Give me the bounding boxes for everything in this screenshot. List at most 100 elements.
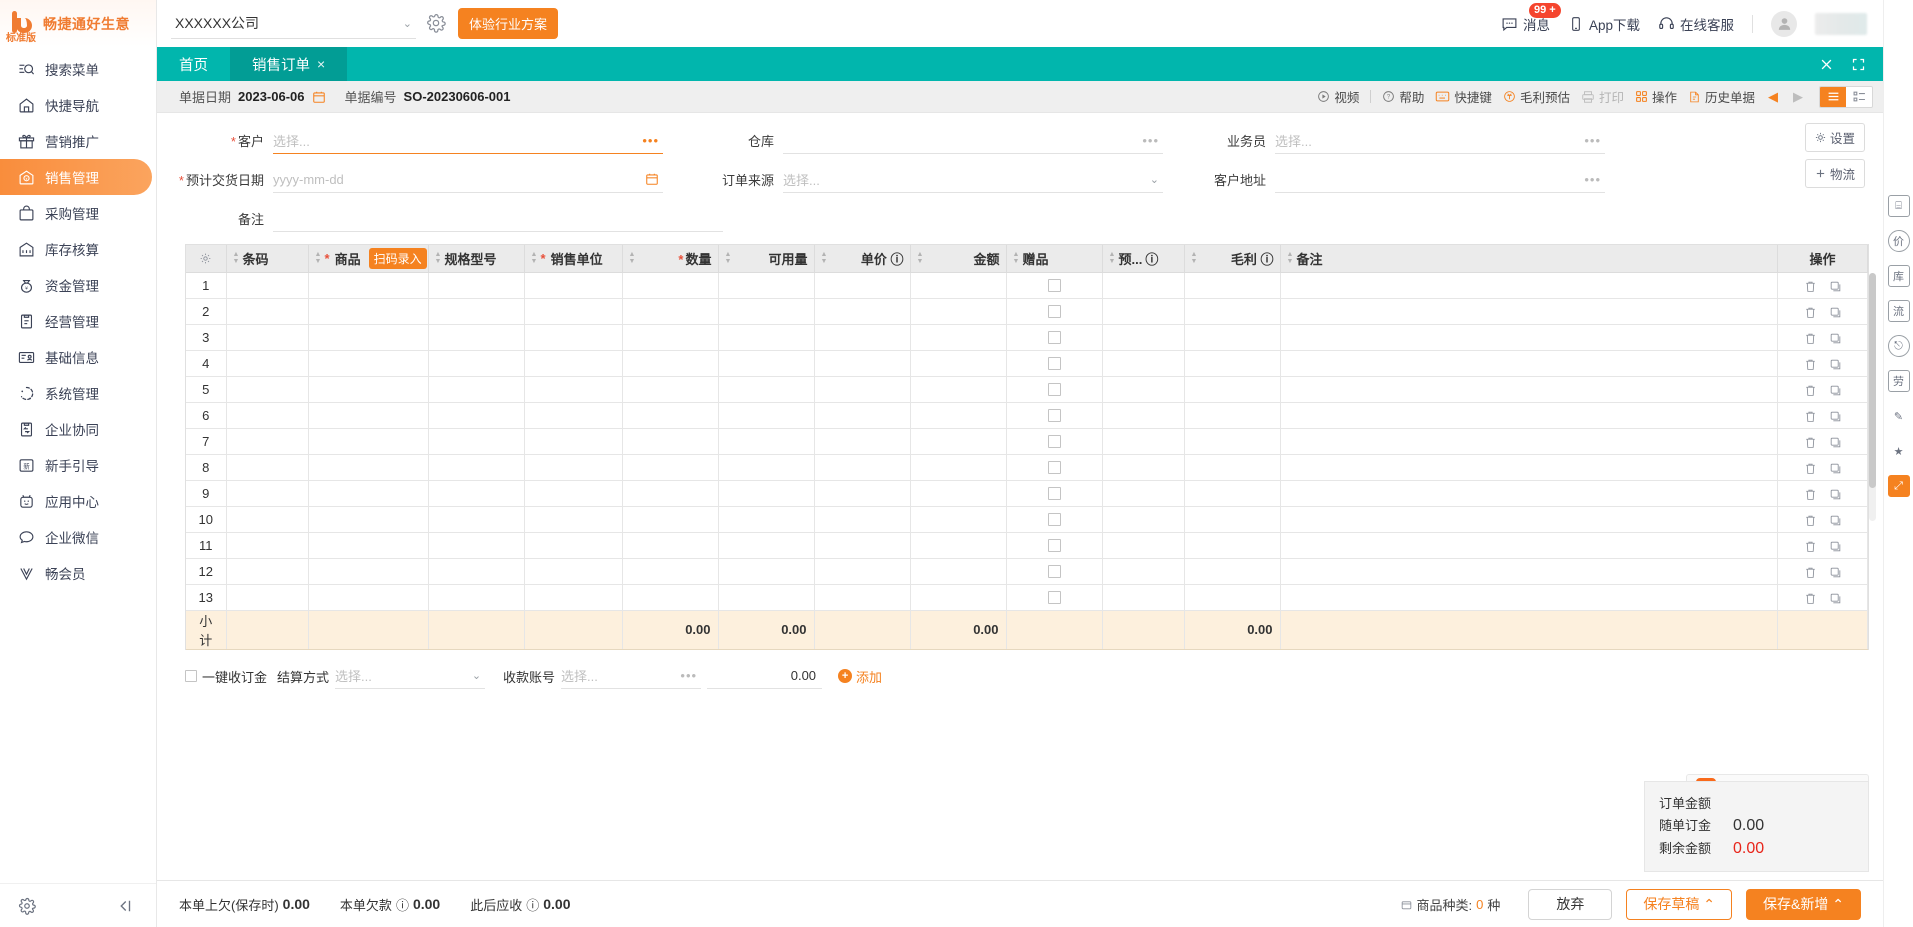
- gift-checkbox[interactable]: [1047, 538, 1061, 552]
- delete-icon[interactable]: [1804, 384, 1817, 397]
- cell-product[interactable]: [308, 350, 429, 377]
- cell-preorder[interactable]: [1102, 298, 1185, 325]
- sidebar-item-funds[interactable]: ¥ 资金管理: [0, 267, 156, 303]
- delete-icon[interactable]: [1804, 540, 1817, 553]
- cell-product[interactable]: [308, 376, 429, 403]
- cell-gift[interactable]: [1006, 584, 1103, 611]
- cell-spec[interactable]: [428, 298, 525, 325]
- cell-remark[interactable]: [1280, 298, 1778, 325]
- sort-icon[interactable]: ▲ ▼: [530, 250, 538, 265]
- copy-row-icon[interactable]: [1829, 592, 1842, 605]
- delete-icon[interactable]: [1804, 514, 1817, 527]
- action-shortcuts[interactable]: 快捷键: [1435, 87, 1492, 106]
- chevron-down-icon[interactable]: ⌄: [1149, 173, 1159, 186]
- cell-spec[interactable]: [428, 558, 525, 585]
- cell-gift[interactable]: [1006, 428, 1103, 455]
- cell-spec[interactable]: [428, 454, 525, 481]
- delete-icon[interactable]: [1804, 306, 1817, 319]
- delete-icon[interactable]: [1804, 358, 1817, 371]
- help-icon[interactable]: ⓘ: [1260, 251, 1274, 267]
- cell-gift[interactable]: [1006, 532, 1103, 559]
- delete-icon[interactable]: [1804, 280, 1817, 293]
- sidebar-item-inventory[interactable]: 库存核算: [0, 231, 156, 267]
- copy-row-icon[interactable]: [1829, 566, 1842, 579]
- copy-row-icon[interactable]: [1829, 410, 1842, 423]
- close-icon[interactable]: [1813, 51, 1839, 77]
- salesperson-input[interactable]: 选择... •••: [1275, 127, 1605, 154]
- cell-spec[interactable]: [428, 584, 525, 611]
- tab-home[interactable]: 首页: [157, 47, 230, 81]
- cell-amount[interactable]: [910, 402, 1007, 429]
- cell-amount[interactable]: [910, 428, 1007, 455]
- col-sales-unit[interactable]: ▲ ▼ * 销售单位: [524, 245, 623, 273]
- sidebar-item-operations[interactable]: 经营管理: [0, 303, 156, 339]
- action-profit-estimate[interactable]: 毛利预估: [1503, 87, 1570, 106]
- cell-price[interactable]: [814, 298, 911, 325]
- avatar[interactable]: [1771, 10, 1797, 37]
- gift-checkbox[interactable]: [1047, 564, 1061, 578]
- table-row[interactable]: 8: [186, 454, 1868, 481]
- warehouse-input[interactable]: •••: [783, 127, 1163, 154]
- cell-amount[interactable]: [910, 272, 1007, 299]
- messages-button[interactable]: 消息 99 +: [1501, 2, 1561, 34]
- delete-icon[interactable]: [1804, 436, 1817, 449]
- gear-icon[interactable]: [426, 13, 448, 35]
- cell-qty[interactable]: [622, 428, 719, 455]
- cell-remark[interactable]: [1280, 506, 1778, 533]
- cell-amount[interactable]: [910, 532, 1007, 559]
- cell-unit[interactable]: [524, 402, 623, 429]
- cell-amount[interactable]: [910, 350, 1007, 377]
- cell-preorder[interactable]: [1102, 558, 1185, 585]
- chevron-down-icon[interactable]: ⌄: [471, 670, 482, 682]
- cell-price[interactable]: [814, 272, 911, 299]
- sort-icon[interactable]: ▲ ▼: [434, 250, 442, 265]
- cell-gift[interactable]: [1006, 376, 1103, 403]
- cell-gift[interactable]: [1006, 506, 1103, 533]
- gift-checkbox[interactable]: [1047, 434, 1061, 448]
- delete-icon[interactable]: [1804, 566, 1817, 579]
- cell-gift[interactable]: [1006, 480, 1103, 507]
- cell-remark[interactable]: [1280, 532, 1778, 559]
- account-select[interactable]: 选择... •••: [561, 664, 702, 689]
- sort-icon[interactable]: ▲ ▼: [916, 250, 924, 265]
- cell-qty[interactable]: [622, 558, 719, 585]
- paper-icon[interactable]: ⌸: [1887, 195, 1910, 217]
- sort-icon[interactable]: ▲ ▼: [820, 250, 828, 265]
- logistics-button[interactable]: 物流: [1804, 159, 1865, 188]
- card-view-icon[interactable]: [1846, 86, 1872, 107]
- remark-input[interactable]: [273, 205, 723, 232]
- cell-remark[interactable]: [1280, 324, 1778, 351]
- calendar-icon[interactable]: [645, 172, 663, 186]
- sort-icon[interactable]: ▲ ▼: [628, 250, 636, 265]
- delete-icon[interactable]: [1804, 488, 1817, 501]
- cell-amount[interactable]: [910, 376, 1007, 403]
- cell-amount[interactable]: [910, 454, 1007, 481]
- cell-gift[interactable]: [1006, 558, 1103, 585]
- close-icon[interactable]: ×: [317, 56, 326, 72]
- sidebar-item-search-menu[interactable]: 搜索菜单: [0, 51, 156, 87]
- customer-address-input[interactable]: •••: [1275, 166, 1605, 193]
- cell-barcode[interactable]: [226, 376, 309, 403]
- cell-preorder[interactable]: [1102, 584, 1185, 611]
- gift-checkbox[interactable]: [1047, 304, 1061, 318]
- sidebar-item-basic-info[interactable]: 基础信息: [0, 339, 156, 375]
- cell-unit[interactable]: [524, 324, 623, 351]
- cell-qty[interactable]: [622, 298, 719, 325]
- cell-price[interactable]: [814, 454, 911, 481]
- cell-unit[interactable]: [524, 584, 623, 611]
- col-barcode[interactable]: ▲ ▼ 条码: [226, 245, 309, 273]
- col-product[interactable]: ▲ ▼ * 商品 扫码录入: [308, 245, 429, 273]
- sort-icon[interactable]: ▲ ▼: [1190, 250, 1198, 265]
- cell-qty[interactable]: [622, 506, 719, 533]
- next-doc-button[interactable]: ▶: [1793, 88, 1803, 104]
- online-service-button[interactable]: 在线客服: [1658, 14, 1734, 34]
- gift-checkbox[interactable]: [1047, 590, 1061, 604]
- cell-gift[interactable]: [1006, 298, 1103, 325]
- cell-product[interactable]: [308, 506, 429, 533]
- sidebar-item-purchase[interactable]: 采购管理: [0, 195, 156, 231]
- cell-preorder[interactable]: [1102, 506, 1185, 533]
- sort-icon[interactable]: ▲ ▼: [314, 250, 322, 265]
- fullscreen-icon[interactable]: [1845, 51, 1871, 77]
- cell-barcode[interactable]: [226, 584, 309, 611]
- copy-row-icon[interactable]: [1829, 306, 1842, 319]
